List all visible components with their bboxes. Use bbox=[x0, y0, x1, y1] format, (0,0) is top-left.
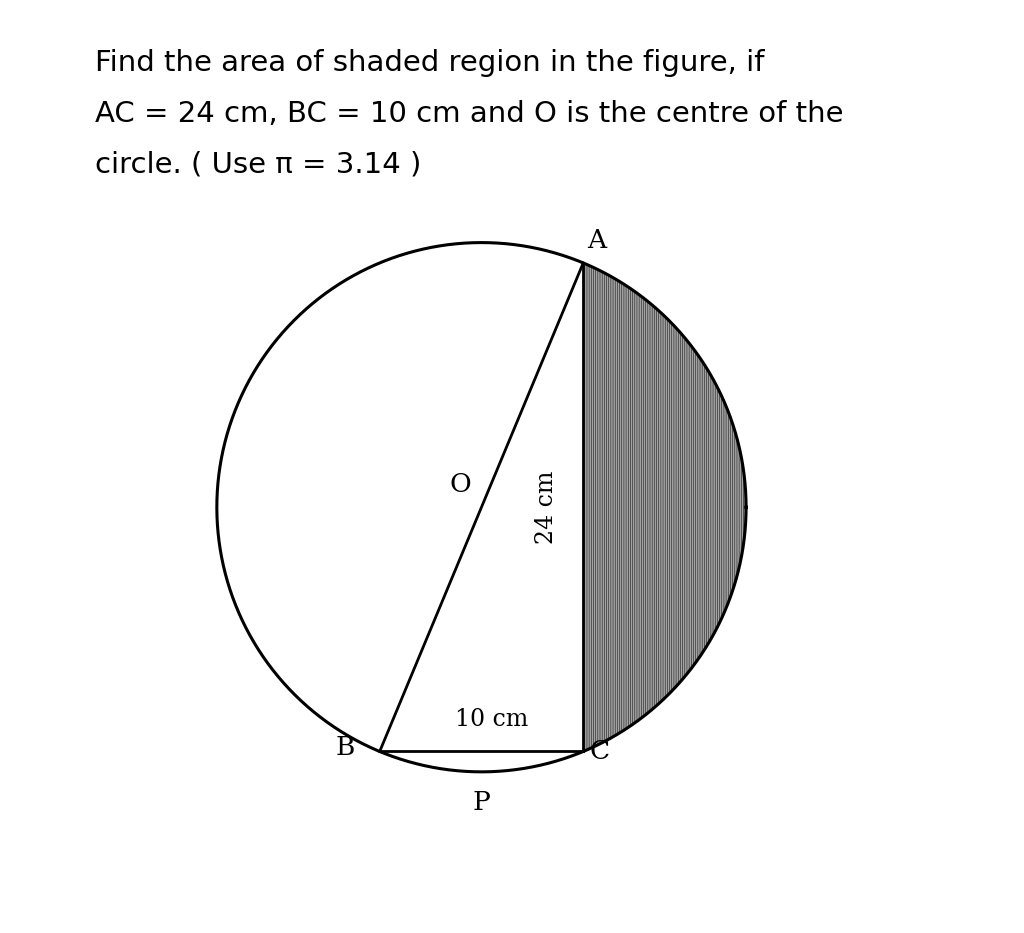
Text: B: B bbox=[336, 735, 355, 759]
Text: AC = 24 cm, BC = 10 cm and O is the centre of the: AC = 24 cm, BC = 10 cm and O is the cent… bbox=[94, 100, 843, 128]
Text: 10 cm: 10 cm bbox=[455, 708, 528, 731]
Text: Find the area of shaded region in the figure, if: Find the area of shaded region in the fi… bbox=[94, 49, 764, 77]
Text: O: O bbox=[450, 472, 471, 497]
Text: circle. ( Use π = 3.14 ): circle. ( Use π = 3.14 ) bbox=[94, 151, 421, 179]
Text: 24 cm: 24 cm bbox=[536, 470, 558, 544]
Text: A: A bbox=[588, 228, 606, 253]
Polygon shape bbox=[380, 751, 584, 772]
Text: C: C bbox=[590, 739, 609, 764]
Polygon shape bbox=[584, 263, 746, 751]
Text: P: P bbox=[472, 790, 490, 815]
